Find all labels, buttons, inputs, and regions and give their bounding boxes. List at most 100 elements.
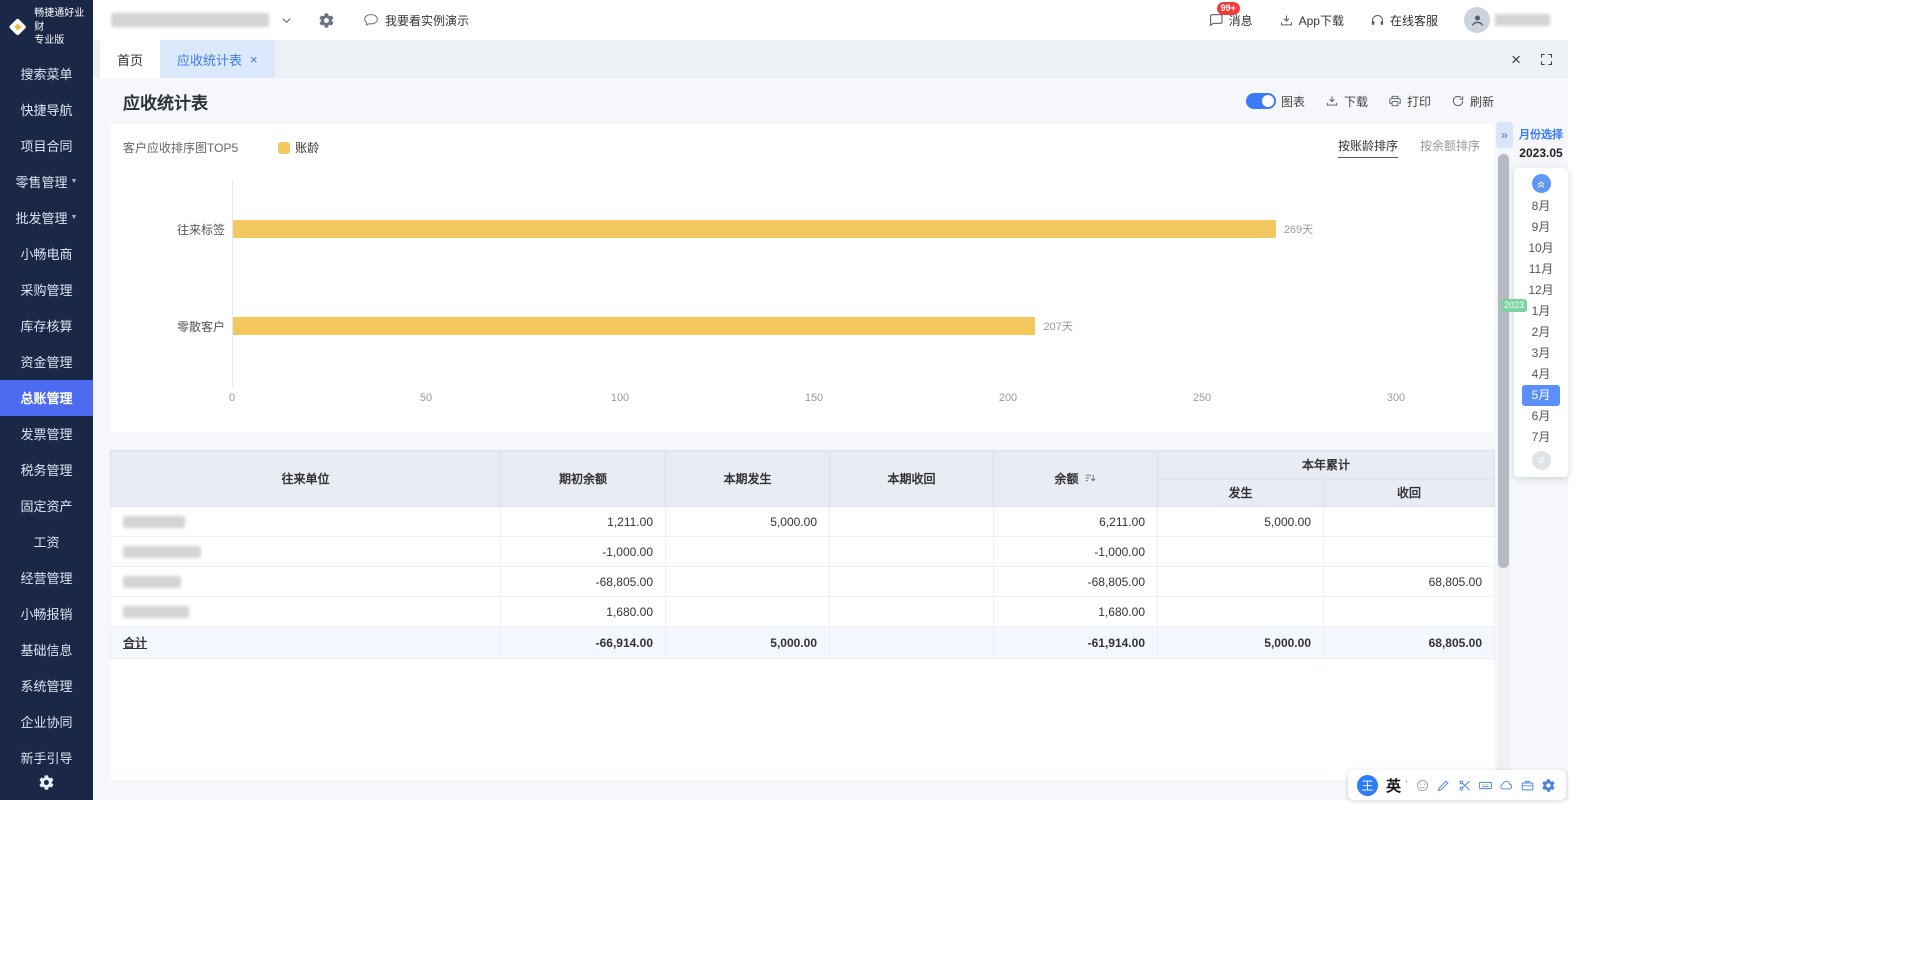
gear-icon	[318, 12, 335, 29]
month-item[interactable]: 9月	[1531, 220, 1551, 234]
chart-toggle[interactable]: 图表	[1245, 93, 1305, 110]
download-button[interactable]: 下载	[1325, 93, 1368, 110]
legend-label: 账龄	[295, 141, 320, 155]
emoji-icon[interactable]	[1415, 778, 1430, 793]
ime-logo-icon[interactable]: 王	[1357, 774, 1378, 796]
topbar-settings-button[interactable]	[318, 12, 335, 29]
scroll-months-up-button[interactable]	[1531, 174, 1551, 193]
total-label[interactable]: 合计	[123, 636, 148, 650]
close-icon[interactable]: ×	[1511, 49, 1521, 69]
sidebar-item-label: 发票管理	[20, 427, 73, 442]
app-download-button[interactable]: App下载	[1279, 12, 1344, 29]
fullscreen-icon[interactable]	[1539, 52, 1554, 67]
x-axis-tick: 200	[998, 392, 1018, 404]
sidebar-item[interactable]: 快捷导航	[0, 92, 93, 128]
sidebar-item[interactable]: 小畅报销	[0, 596, 93, 632]
sidebar-item[interactable]: 小畅电商	[0, 236, 93, 272]
sort-by-aging-tab[interactable]: 按账龄排序	[1337, 137, 1398, 158]
scrollbar-thumb[interactable]	[1498, 154, 1509, 568]
sidebar-item[interactable]: 基础信息	[0, 632, 93, 668]
cell-received	[829, 536, 994, 567]
double-chevron-down-icon	[1535, 455, 1547, 467]
sidebar-item-label: 税务管理	[20, 463, 73, 478]
sidebar-item[interactable]: 库存核算	[0, 308, 93, 344]
vertical-scrollbar[interactable]	[1497, 152, 1510, 780]
table-row[interactable]: 1,680.00 1,680.00	[110, 596, 1496, 627]
keyboard-icon[interactable]	[1478, 778, 1493, 793]
scissors-icon[interactable]	[1457, 778, 1472, 793]
tab-home[interactable]: 首页	[100, 40, 161, 78]
headset-icon	[1370, 13, 1385, 28]
pen-icon[interactable]	[1436, 778, 1451, 793]
toggle-switch[interactable]	[1245, 93, 1276, 109]
sidebar-item[interactable]: 经营管理	[0, 560, 93, 596]
sidebar-item-label: 系统管理	[20, 679, 73, 694]
month-item[interactable]: 11月	[1528, 262, 1554, 276]
tab-active-label: 应收统计表	[177, 52, 243, 68]
messages-button[interactable]: 99+ 消息	[1208, 1, 1253, 29]
table-row[interactable]: -68,805.00 -68,805.00 68,805.00	[110, 566, 1496, 597]
cloud-icon[interactable]	[1499, 778, 1514, 793]
month-item[interactable]: 1月	[1531, 304, 1551, 318]
sidebar-item-label: 小畅报销	[20, 607, 73, 622]
cell-balance: -68,805.00	[993, 566, 1158, 597]
user-menu[interactable]	[1464, 7, 1550, 33]
month-item[interactable]: 10月	[1528, 241, 1554, 255]
sidebar-item[interactable]: 搜索菜单	[0, 56, 93, 92]
sidebar-settings-button[interactable]	[0, 774, 93, 791]
header-ytd-incurred: 发生	[1157, 478, 1324, 507]
sidebar-item[interactable]: 系统管理	[0, 668, 93, 704]
chart-category-label: 往来标签	[176, 222, 225, 237]
receivables-table: 往来单位 期初余额 本期发生 本期收回 余额 本年累计 发生 收回	[110, 450, 1496, 659]
table-row[interactable]: -1,000.00 -1,000.00	[110, 536, 1496, 567]
sidebar-item[interactable]: 工资	[0, 524, 93, 560]
sidebar-item[interactable]: 批发管理 ▼	[0, 200, 93, 236]
month-item[interactable]: 6月	[1531, 409, 1551, 423]
table-body: 1,211.00 5,000.00 6,211.00 5,000.00 -1,000.0…	[110, 506, 1496, 627]
chart-title: 客户应收排序图TOP5	[123, 141, 239, 155]
toolbox-icon[interactable]	[1520, 778, 1535, 793]
download-icon	[1279, 13, 1294, 28]
sidebar-item[interactable]: 企业协同	[0, 704, 93, 740]
sidebar-item[interactable]: 资金管理	[0, 344, 93, 380]
support-label: 在线客服	[1389, 13, 1438, 28]
sidebar-item[interactable]: 零售管理 ▼	[0, 164, 93, 200]
sidebar-item[interactable]: 发票管理	[0, 416, 93, 452]
sort-by-balance-tab[interactable]: 按余额排序	[1419, 139, 1480, 153]
sidebar-item-label: 新手引导	[20, 751, 73, 766]
redacted-customer-name	[123, 575, 181, 588]
page-title: 应收统计表	[123, 93, 208, 113]
sidebar-item[interactable]: 税务管理	[0, 452, 93, 488]
month-item[interactable]: 5月	[1522, 385, 1560, 406]
cell-opening: 1,211.00	[500, 506, 666, 537]
tab-close-icon[interactable]: ×	[250, 51, 258, 67]
sidebar-item[interactable]: 固定资产	[0, 488, 93, 524]
month-item[interactable]: 8月	[1531, 199, 1551, 213]
table-row[interactable]: 1,211.00 5,000.00 6,211.00 5,000.00	[110, 506, 1496, 537]
company-selector[interactable]	[111, 13, 294, 28]
gear-icon	[38, 774, 55, 791]
scroll-months-down-button[interactable]	[1531, 451, 1551, 470]
month-item[interactable]: 3月	[1531, 346, 1551, 360]
sidebar-item[interactable]: 新手引导	[0, 740, 93, 776]
gear-icon[interactable]	[1541, 778, 1556, 793]
month-item[interactable]: 4月	[1531, 367, 1551, 381]
panel-collapse-button[interactable]: »	[1496, 122, 1513, 148]
tab-receivables-report[interactable]: 应收统计表 ×	[160, 40, 275, 78]
month-item[interactable]: 12月	[1528, 283, 1554, 297]
demo-link[interactable]: 我要看实例演示	[363, 12, 469, 29]
print-button[interactable]: 打印	[1388, 93, 1431, 110]
download-label: 下载	[1343, 94, 1368, 109]
sidebar-item[interactable]: 项目合同	[0, 128, 93, 164]
month-item[interactable]: 7月	[1531, 430, 1551, 444]
sidebar-item[interactable]: 总账管理	[0, 379, 93, 416]
refresh-button[interactable]: 刷新	[1451, 93, 1494, 110]
total-received	[829, 626, 994, 659]
sidebar-item[interactable]: 采购管理	[0, 272, 93, 308]
month-item[interactable]: 2月	[1531, 325, 1551, 339]
sort-icon[interactable]	[1084, 472, 1097, 485]
chart-legend[interactable]: 账龄	[278, 139, 319, 156]
cell-current	[665, 566, 830, 597]
ime-language-mode[interactable]: 英	[1386, 777, 1402, 795]
support-button[interactable]: 在线客服	[1370, 12, 1438, 29]
